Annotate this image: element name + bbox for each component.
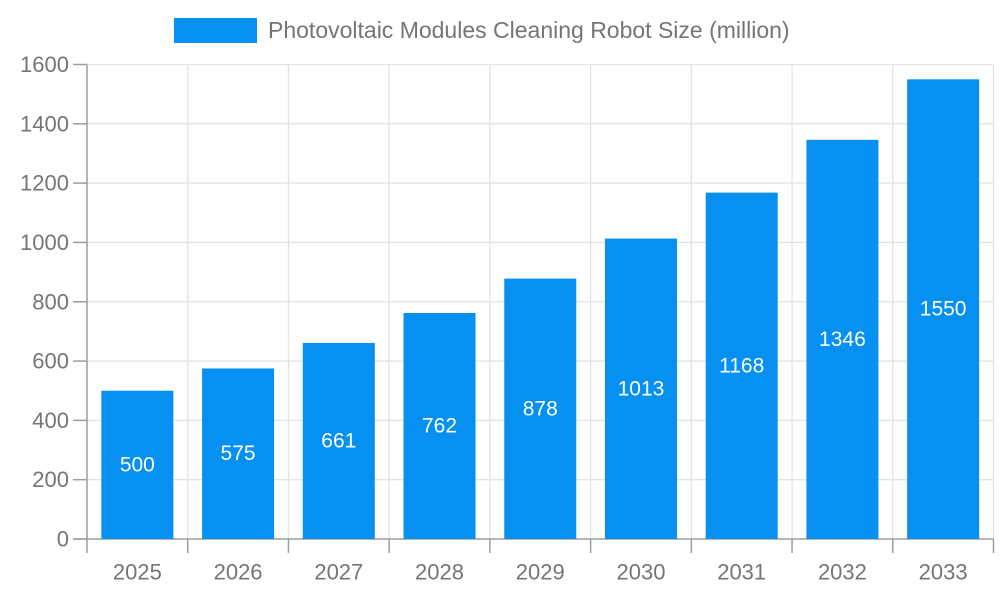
legend-label: Photovoltaic Modules Cleaning Robot Size… [268,17,790,43]
bar-value-label-2027: 661 [321,429,356,452]
y-tick-label-400: 400 [32,408,69,433]
bar-value-label-2031: 1168 [719,354,764,377]
bar-value-label-2033: 1550 [920,298,967,321]
bar-2031 [705,192,778,540]
y-tick-label-1000: 1000 [20,230,69,255]
y-tick-label-1400: 1400 [20,111,69,136]
bar-2029 [504,278,577,539]
y-tick-label-600: 600 [32,349,69,374]
bar-value-label-2029: 878 [523,397,558,420]
y-tick-label-800: 800 [32,289,69,314]
x-axis-label-2031: 2031 [717,560,766,585]
bar-2032 [806,139,879,539]
bar-value-label-2026: 575 [221,442,256,465]
bar-2027 [302,342,375,539]
bar-2030 [604,238,677,539]
x-axis-label-2033: 2033 [919,560,968,585]
x-axis-label-2032: 2032 [818,560,867,585]
bar-value-label-2028: 762 [422,415,457,438]
legend-swatch [174,18,257,43]
x-axis-label-2027: 2027 [314,560,363,585]
x-axis-label-2030: 2030 [616,560,665,585]
x-axis-label-2029: 2029 [516,560,565,585]
bar-2028 [403,313,476,539]
y-tick-label-200: 200 [32,467,69,492]
bar-2026 [202,368,275,539]
bar-2025 [101,390,174,539]
bar-value-label-2030: 1013 [618,377,665,400]
bar-value-label-2032: 1346 [819,328,866,351]
y-tick-label-0: 0 [57,527,69,552]
y-tick-label-1200: 1200 [20,171,69,196]
bar-2033 [907,79,980,539]
x-axis-label-2025: 2025 [113,560,162,585]
x-axis-label-2026: 2026 [214,560,263,585]
bar-value-label-2025: 500 [120,453,155,476]
y-tick-label-1600: 1600 [20,52,69,77]
chart-legend[interactable]: Photovoltaic Modules Cleaning Robot Size… [174,17,790,44]
x-axis-label-2028: 2028 [415,560,464,585]
